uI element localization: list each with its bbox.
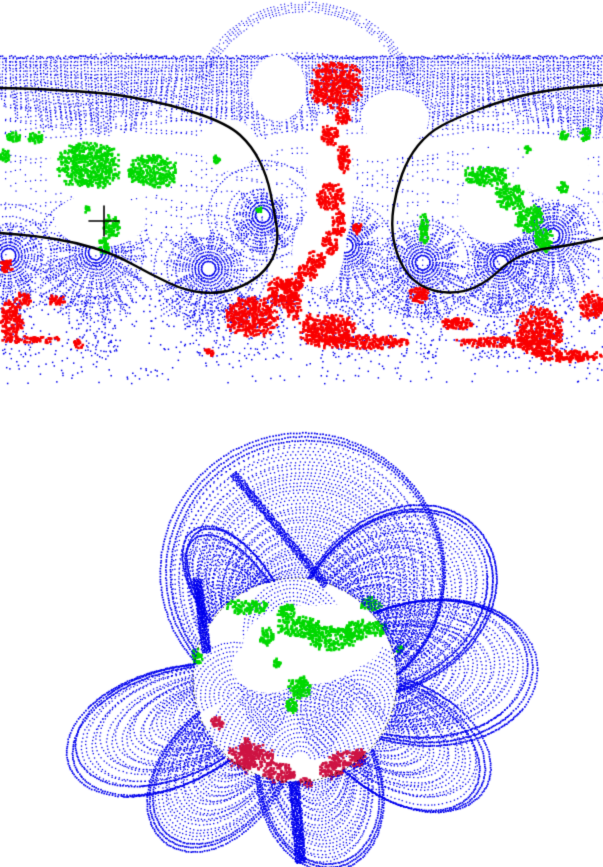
synoptic-map-panel (0, 0, 603, 420)
sphere-view-canvas (0, 420, 603, 867)
sphere-view-panel (0, 420, 603, 867)
synoptic-map-canvas (0, 0, 603, 420)
